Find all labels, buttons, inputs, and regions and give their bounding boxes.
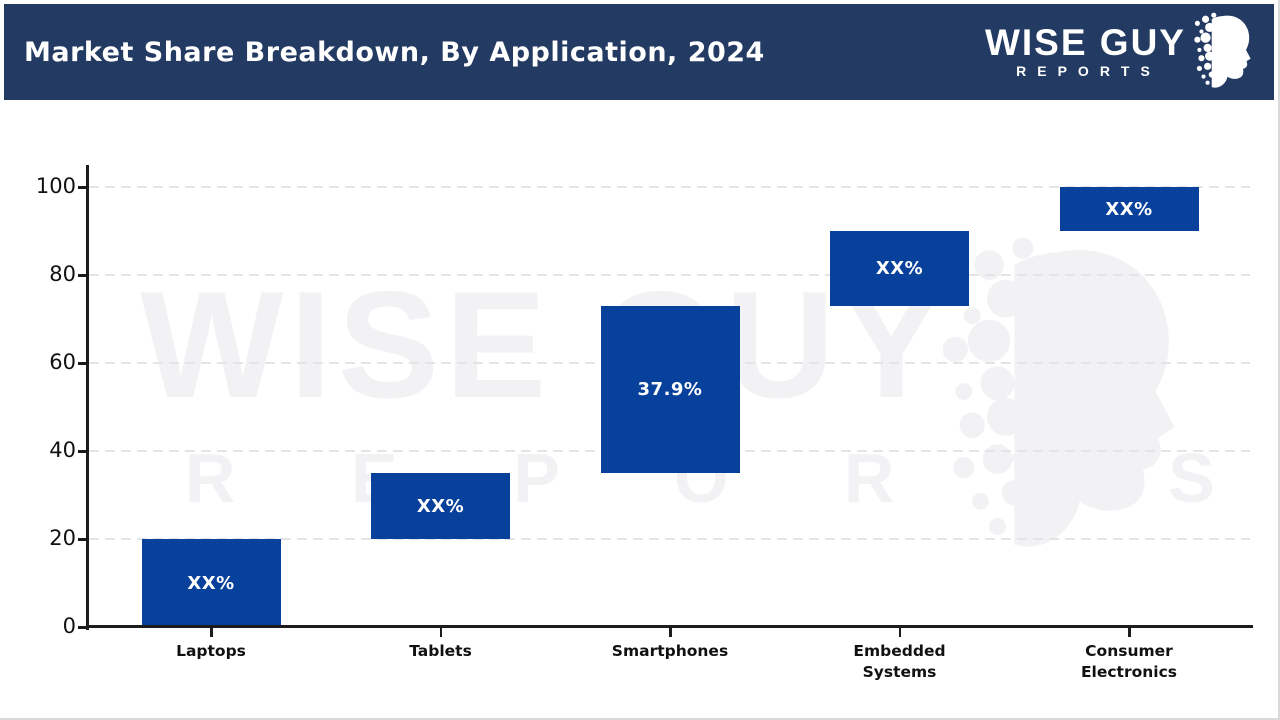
bar-value-label-consumer-electronics: XX% [1105,198,1153,220]
y-tick-mark-20 [78,538,87,541]
y-tick-mark-80 [78,274,87,277]
y-tick-mark-60 [78,362,87,365]
x-tick-mark-consumer-electronics [1128,628,1131,637]
x-tick-mark-smartphones [669,628,672,637]
y-tick-mark-40 [78,450,87,453]
bar-value-label-embedded-systems: XX% [875,257,924,279]
y-axis-line [86,165,89,630]
gridline-80 [89,274,1250,276]
y-tick-label-0: 0 [62,614,76,638]
brand-logo: WISE GUY REPORTS [985,9,1260,95]
x-tick-mark-embedded-systems [898,628,901,637]
bar-smartphones: 37.9% [600,305,740,473]
y-tick-label-40: 40 [49,438,76,462]
x-tick-mark-tablets [439,628,442,637]
page-title: Market Share Breakdown, By Application, … [24,36,765,68]
y-tick-label-100: 100 [35,174,76,198]
x-axis-line [86,625,1253,628]
x-category-label-consumer-electronics: Consumer Electronics [1080,642,1178,681]
x-category-label-embedded-systems: Embedded Systems [853,642,946,681]
bar-laptops: XX% [141,539,281,627]
x-category-label-smartphones: Smartphones [611,642,729,660]
gridline-100 [89,186,1250,188]
bar-value-label-tablets: XX% [416,495,465,517]
bar-embedded-systems: XX% [830,231,969,306]
bar-tablets: XX% [371,473,510,539]
y-tick-label-80: 80 [49,262,76,286]
x-category-label-laptops: Laptops [176,642,246,660]
bar-value-label-laptops: XX% [187,572,235,594]
y-tick-label-60: 60 [49,350,76,374]
face-profile-icon [1194,12,1251,88]
bar-consumer-electronics: XX% [1059,187,1199,231]
y-tick-mark-100 [78,186,87,189]
x-tick-mark-laptops [210,628,213,637]
gridline-20 [89,538,1250,540]
brand-name: WISE GUY [984,22,1186,63]
bar-value-label-smartphones: 37.9% [637,378,703,400]
y-tick-mark-0 [78,626,87,629]
header-bar: Market Share Breakdown, By Application, … [4,4,1274,100]
y-tick-label-20: 20 [49,526,76,550]
x-category-label-tablets: Tablets [409,642,472,660]
brand-logo-text: WISE GUY REPORTS [985,24,1186,80]
brand-subname: REPORTS [1016,63,1161,79]
